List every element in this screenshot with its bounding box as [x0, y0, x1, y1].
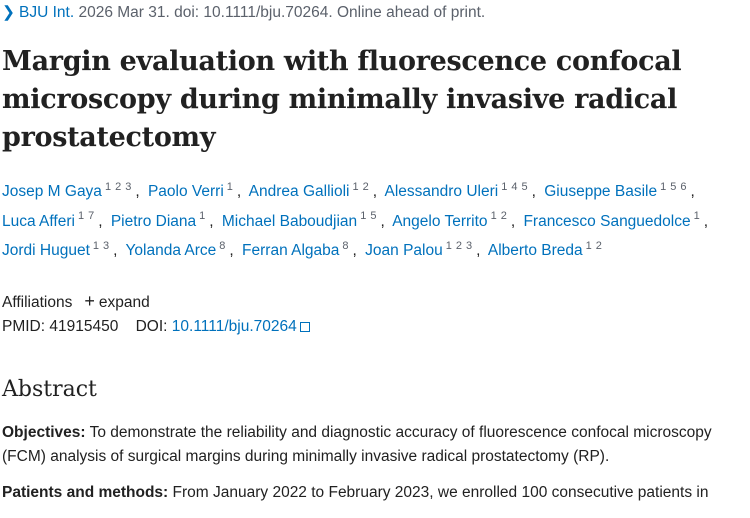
affiliation-ref[interactable]: 1	[226, 181, 233, 193]
affiliation-ref[interactable]: 1	[199, 210, 206, 223]
abstract-section: Patients and methods: From January 2022 …	[2, 481, 747, 505]
citation-line: ❯ BJU Int. 2026 Mar 31. doi: 10.1111/bju.…	[2, 3, 485, 22]
section-text: From January 2022 to February 2023, we e…	[172, 484, 709, 501]
author: Alberto Breda 1 2	[487, 240, 606, 260]
affiliation-refs: 1	[227, 181, 237, 193]
affiliation-ref[interactable]: 3	[125, 181, 132, 193]
pmid: 41915450	[49, 318, 119, 335]
affiliation-ref[interactable]: 6	[680, 181, 687, 193]
pmid-label: PMID:	[2, 318, 46, 335]
author: Ferran Algaba 8	[242, 240, 361, 260]
author-name[interactable]: Jordi Huguet	[2, 242, 90, 260]
affiliation-ref[interactable]: 1	[92, 239, 100, 252]
affiliation-ref[interactable]: 2	[362, 181, 369, 193]
affiliation-ref[interactable]: 7	[88, 210, 95, 223]
author-name[interactable]: Alberto Breda	[487, 242, 583, 260]
doi: 10.1111/bju.70264	[171, 318, 297, 335]
author: Giuseppe Basile 1 5 6	[544, 181, 699, 201]
affiliation-ref[interactable]: 1	[360, 210, 367, 223]
affiliation-ref[interactable]: 1	[445, 239, 452, 252]
affiliation-ref[interactable]: 1	[585, 239, 592, 252]
journal: BJU Int.	[19, 4, 75, 21]
affiliation-ref[interactable]: 2	[115, 181, 122, 193]
section-text: To demonstrate the reliability and diagn…	[2, 424, 712, 465]
affiliation-refs: 1	[199, 210, 209, 222]
author-name[interactable]: Andrea Gallioli	[248, 183, 350, 201]
author: Luca Afferi 1 7	[2, 210, 107, 230]
expand-label: expand	[98, 294, 150, 311]
doi-label: DOI:	[135, 318, 168, 335]
affiliation-ref[interactable]: 1	[490, 210, 497, 223]
affiliations-toggle[interactable]: Affiliations + expand	[2, 291, 150, 311]
author: Angelo Territo 1 2	[392, 210, 519, 230]
affiliations-label: Affiliations	[2, 294, 73, 311]
author: Josep M Gaya 1 2 3	[2, 181, 144, 201]
affiliation-ref[interactable]: 5	[521, 181, 528, 193]
section-label: Patients and methods:	[2, 484, 169, 501]
affiliation-refs: 8	[342, 240, 352, 252]
citation-details: 2026 Mar 31. doi: 10.1111/bju.70264. Onl…	[78, 4, 486, 21]
author: Yolanda Arce 8	[125, 240, 237, 260]
author-name[interactable]: Michael Baboudjian	[221, 212, 358, 230]
page-body: ❯ BJU Int. 2026 Mar 31. doi: 10.1111/bju.…	[2, 3, 742, 501]
affiliation-ref[interactable]: 1	[660, 181, 667, 193]
author-name[interactable]: Angelo Territo	[392, 212, 488, 230]
author-name[interactable]: Ferran Algaba	[242, 242, 340, 260]
affiliation-ref[interactable]: 3	[103, 239, 110, 252]
section-label: Objectives:	[2, 424, 86, 441]
affiliation-ref[interactable]: 1	[104, 181, 112, 193]
author-name[interactable]: Josep M Gaya	[2, 183, 102, 201]
affiliation-ref[interactable]: 3	[465, 239, 473, 252]
author-name[interactable]: Luca Afferi	[2, 212, 75, 230]
author-name[interactable]: Pietro Diana	[110, 212, 197, 230]
author: Andrea Gallioli 1 2	[248, 181, 381, 201]
affiliation-ref[interactable]: 1	[352, 181, 359, 193]
article-title: Margin evaluation with fluorescence conf…	[2, 46, 682, 153]
affiliation-refs: 1	[694, 210, 704, 222]
identifiers: PMID: 41915450 DOI: 10.1111/bju.70264	[2, 318, 310, 336]
author-name[interactable]: Francesco Sanguedolce	[523, 212, 691, 230]
author: Joan Palou 1 2 3	[365, 240, 484, 260]
affiliation-ref[interactable]: 4	[511, 181, 518, 193]
author: Alessandro Uleri 1 4 5	[384, 181, 539, 201]
author: Jordi Huguet 1 3	[2, 240, 121, 260]
author-name[interactable]: Alessandro Uleri	[384, 183, 499, 201]
affiliation-ref[interactable]: 2	[500, 210, 507, 223]
affiliation-ref[interactable]: 1	[77, 210, 85, 223]
author: Francesco Sanguedolce 1	[523, 210, 712, 230]
affiliation-ref[interactable]: 5	[370, 210, 377, 223]
affiliation-ref[interactable]: 2	[455, 239, 462, 252]
affiliation-ref[interactable]: 2	[595, 239, 602, 252]
author-name[interactable]: Yolanda Arce	[125, 242, 217, 260]
abstract-heading: Abstract	[2, 377, 97, 402]
affiliation-refs: 8	[219, 240, 229, 252]
affiliation-ref[interactable]: 5	[670, 181, 677, 193]
author-name[interactable]: Giuseppe Basile	[544, 183, 658, 201]
author: Paolo Verri 1	[147, 181, 245, 201]
affiliation-ref[interactable]: 8	[219, 239, 226, 252]
affiliation-ref[interactable]: 8	[342, 239, 349, 252]
affiliation-ref[interactable]: 1	[501, 181, 508, 193]
abstract-section: Objectives: To demonstrate the reliabili…	[2, 421, 747, 468]
abstract-body: Objectives: To demonstrate the reliabili…	[2, 421, 747, 518]
doi-link[interactable]: 10.1111/bju.70264	[172, 318, 310, 335]
affiliation-ref[interactable]: 1	[693, 210, 700, 223]
author-name[interactable]: Joan Palou	[365, 242, 443, 260]
page: {"citation_line": {"journal": "BJU Int."…	[2, 3, 742, 501]
author: Michael Baboudjian 1 5	[221, 210, 389, 230]
journal-link[interactable]: ❯ BJU Int.	[2, 4, 75, 21]
author: Pietro Diana 1	[110, 210, 218, 230]
author-name[interactable]: Paolo Verri	[147, 183, 224, 201]
